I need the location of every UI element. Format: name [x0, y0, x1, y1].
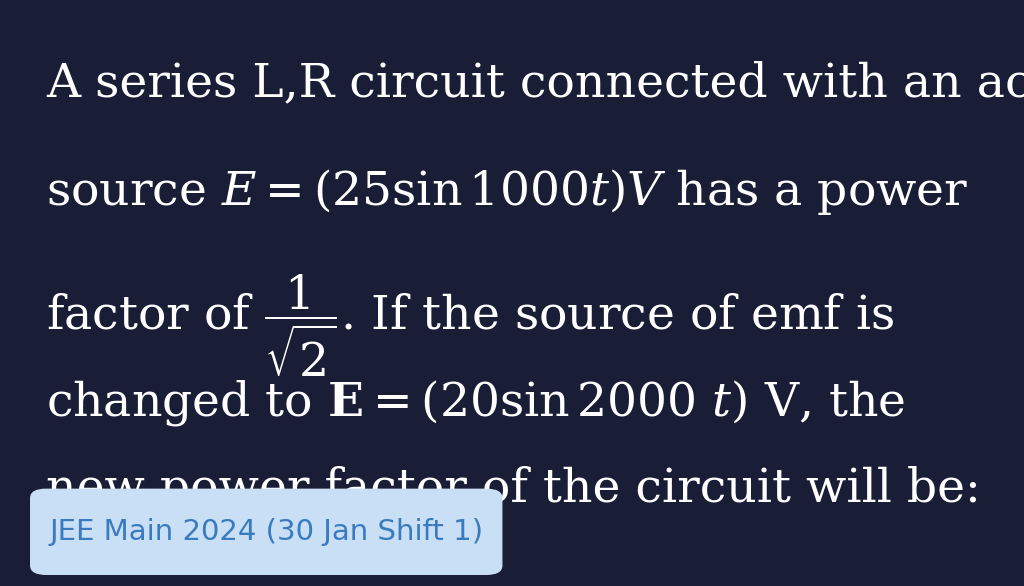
Text: changed to $\mathbf{E} = (20\sin 2000\ t)$ V, the: changed to $\mathbf{E} = (20\sin 2000\ t…: [46, 378, 905, 428]
Text: JEE Main 2024 (30 Jan Shift 1): JEE Main 2024 (30 Jan Shift 1): [49, 518, 483, 546]
Text: new power factor of the circuit will be:: new power factor of the circuit will be:: [46, 466, 981, 512]
Text: A series L,R circuit connected with an ac: A series L,R circuit connected with an a…: [46, 62, 1024, 107]
Text: source $E = (25\sin 1000t)V$ has a power: source $E = (25\sin 1000t)V$ has a power: [46, 167, 969, 217]
FancyBboxPatch shape: [31, 489, 502, 574]
Text: factor of $\dfrac{1}{\sqrt{2}}$. If the source of emf is: factor of $\dfrac{1}{\sqrt{2}}$. If the …: [46, 272, 895, 379]
